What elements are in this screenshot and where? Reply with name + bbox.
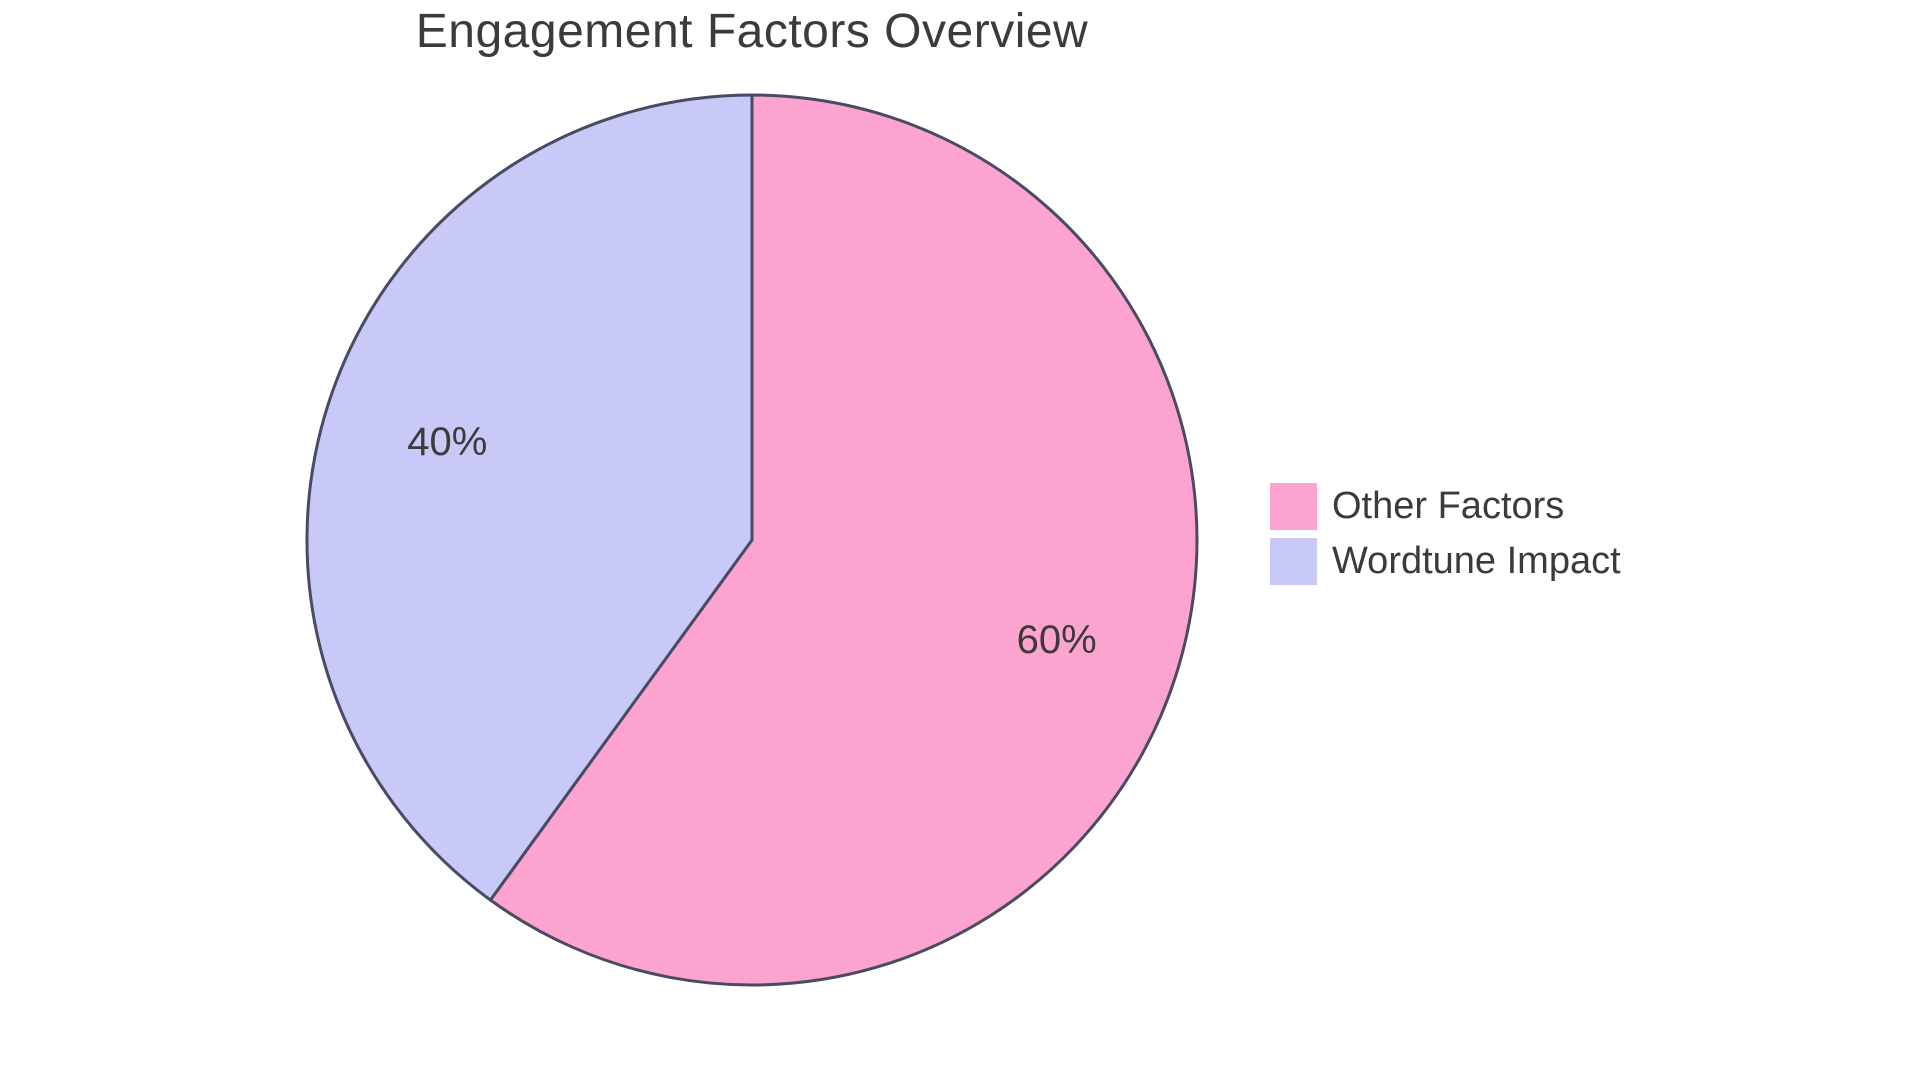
pie-slice-other-factors[interactable] [488,93,1199,987]
slice-percent-label-other-factors: 60% [1017,618,1097,662]
chart-legend: Other Factors Wordtune Impact [1270,483,1621,585]
legend-item-other-factors[interactable]: Other Factors [1270,483,1621,530]
legend-item-wordtune-impact[interactable]: Wordtune Impact [1270,538,1621,585]
pie-slice-wordtune-impact[interactable] [305,93,754,902]
legend-swatch-wordtune-impact [1270,538,1317,585]
slice-percent-label-wordtune-impact: 40% [407,420,487,464]
chart-title: Engagement Factors Overview [415,5,1089,58]
legend-swatch-other-factors [1270,483,1317,530]
legend-label-other-factors: Other Factors [1332,485,1565,527]
legend-label-wordtune-impact: Wordtune Impact [1332,540,1621,582]
